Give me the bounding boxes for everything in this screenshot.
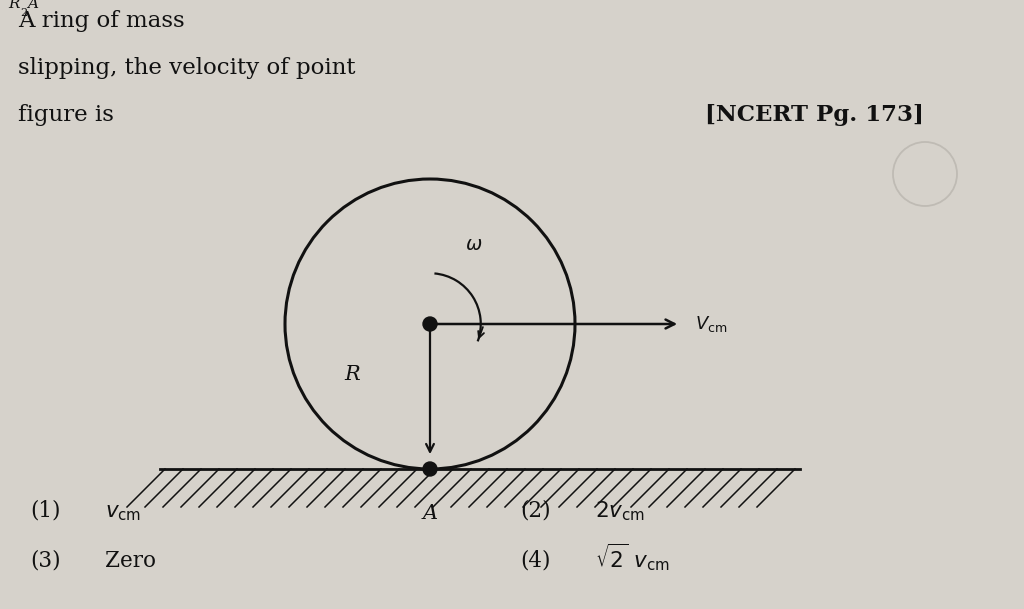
Text: (4): (4) — [520, 550, 551, 572]
Text: figure is: figure is — [18, 104, 114, 126]
Text: (3): (3) — [30, 550, 60, 572]
Text: A ring of mass: A ring of mass — [18, 10, 191, 32]
Text: A: A — [27, 0, 38, 11]
Text: R: R — [8, 0, 19, 11]
Text: $\omega$: $\omega$ — [465, 235, 482, 254]
Circle shape — [423, 317, 437, 331]
Text: [NCERT Pg. 173]: [NCERT Pg. 173] — [705, 104, 924, 126]
Text: $\sqrt{2}\ v_{\mathrm{cm}}$: $\sqrt{2}\ v_{\mathrm{cm}}$ — [595, 541, 670, 572]
Text: A: A — [423, 504, 437, 523]
Text: $2v_{\mathrm{cm}}$: $2v_{\mathrm{cm}}$ — [595, 499, 645, 523]
Circle shape — [423, 462, 437, 476]
Text: (1): (1) — [30, 500, 60, 522]
Text: Zero: Zero — [105, 550, 156, 572]
Text: slipping, the velocity of point: slipping, the velocity of point — [18, 57, 362, 79]
Text: (2): (2) — [520, 500, 551, 522]
Text: $v_{\mathrm{cm}}$: $v_{\mathrm{cm}}$ — [105, 502, 141, 523]
Text: 2: 2 — [20, 8, 27, 18]
Text: $V_{\mathrm{cm}}$: $V_{\mathrm{cm}}$ — [695, 314, 727, 334]
Text: R: R — [344, 365, 360, 384]
